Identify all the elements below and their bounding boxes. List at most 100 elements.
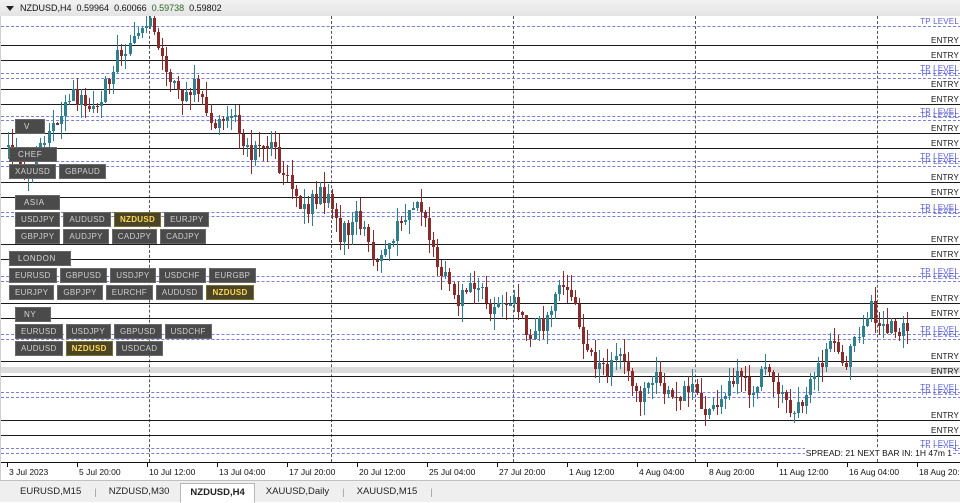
entry-level-label: ENTRY — [931, 250, 959, 259]
entry-level-line — [1, 197, 960, 198]
tp-level-label: TP LEVEL — [920, 272, 959, 281]
tab-separator: | — [94, 487, 97, 498]
session-pair-row: EURJPY GBPJPY EURCHF AUDUSD NZDUSD — [9, 285, 256, 300]
tp-level-line — [1, 161, 960, 162]
tp-level-line — [1, 448, 960, 449]
chart-area[interactable]: V CHEF XAUUSD GBPAUD ASIA USDJPY AUDUSD NZDUSD E… — [0, 16, 960, 480]
pair-pill-xauusd[interactable]: XAUUSD — [9, 164, 57, 179]
session-group-chef: CHEF XAUUSD GBPAUD — [9, 144, 107, 179]
time-axis-label: 1 Aug 12:00 — [569, 467, 615, 477]
session-group-V: V — [15, 116, 45, 134]
ohlc-low: 0.59738 — [151, 3, 185, 13]
time-axis-tick — [287, 463, 288, 467]
pair-pill-eurjpy[interactable]: EURJPY — [9, 285, 55, 300]
chevron-down-icon[interactable] — [6, 5, 14, 11]
pair-pill-audusd[interactable]: AUDUSD — [15, 341, 63, 356]
pair-pill-eurjpy[interactable]: EURJPY — [164, 212, 210, 227]
time-axis-tick — [357, 463, 358, 467]
time-axis-label: 27 Jul 20:00 — [499, 467, 546, 477]
time-axis-label: 25 Jul 04:00 — [429, 467, 476, 477]
time-axis-label: 4 Aug 04:00 — [639, 467, 685, 477]
time-axis-label: 18 Aug 20:00 — [919, 467, 960, 477]
time-axis-tick — [777, 463, 778, 467]
entry-level-label: ENTRY — [931, 426, 959, 435]
price-plot[interactable]: V CHEF XAUUSD GBPAUD ASIA USDJPY AUDUSD NZDUSD E… — [1, 16, 960, 462]
tp-level-label: TP LEVEL — [920, 152, 959, 161]
time-axis-label: 10 Jul 12:00 — [149, 467, 196, 477]
pair-pill-usdcad[interactable]: USDCAD — [115, 341, 164, 356]
entry-level-label: ENTRY — [931, 367, 959, 376]
tp-level-label: TP LEVEL — [920, 64, 959, 73]
pair-pill-usdjpy[interactable]: USDJPY — [110, 268, 156, 283]
pair-pill-nzdusd[interactable]: NZDUSD — [113, 212, 162, 227]
pair-pill-usdchf[interactable]: USDCHF — [164, 324, 212, 339]
ohlc-close: 0.59802 — [189, 3, 222, 13]
session-group-asia: ASIA USDJPY AUDUSD NZDUSD EURJPY GBPJPY AUDJPY… — [15, 192, 210, 244]
pair-pill-eurusd[interactable]: EURUSD — [15, 324, 63, 339]
time-axis-label: 5 Jul 20:00 — [79, 467, 121, 477]
session-header: ASIA — [15, 195, 60, 210]
tp-level-label: TP LEVEL — [920, 111, 959, 120]
vertical-gridline — [877, 16, 878, 462]
entry-level-label: ENTRY — [931, 352, 959, 361]
chart-tab-xauusd-daily[interactable]: XAUUSD,Daily — [265, 486, 330, 497]
tab-separator: | — [430, 487, 433, 498]
pair-pill-gbpjpy[interactable]: GBPJPY — [57, 285, 103, 300]
tp-level-line — [1, 392, 960, 393]
entry-level-label: ENTRY — [931, 95, 959, 104]
time-axis-label: 3 Jul 2023 — [9, 467, 49, 477]
vertical-gridline — [331, 16, 332, 462]
tp-level-line — [1, 281, 960, 282]
current-price-band — [1, 367, 960, 373]
ohlc-high: 0.60066 — [114, 3, 147, 13]
pair-pill-audjpy[interactable]: AUDJPY — [63, 229, 109, 244]
session-pair-row: EURUSD USDJPY GBPUSD USDCHF — [15, 324, 212, 339]
time-axis-tick — [427, 463, 428, 467]
entry-level-line — [1, 435, 960, 436]
pair-pill-audusd[interactable]: AUDUSD — [63, 212, 111, 227]
pair-pill-eurusd[interactable]: EURUSD — [9, 268, 57, 283]
entry-level-label: ENTRY — [931, 36, 959, 45]
tp-level-label: TP LEVEL — [920, 383, 959, 392]
tp-level-label: TP LEVEL — [920, 325, 959, 334]
tp-level-line — [1, 120, 960, 121]
entry-level-line — [1, 259, 960, 260]
chart-tab-eurusd-m15[interactable]: EURUSD,M15 — [20, 486, 82, 497]
pair-pill-eurgbp[interactable]: EURGBP — [208, 268, 257, 283]
entry-level-line — [1, 303, 960, 304]
chart-tab-xauusd-m15[interactable]: XAUUSD,M15 — [356, 486, 418, 497]
pair-pill-gbpjpy[interactable]: GBPJPY — [15, 229, 61, 244]
pair-pill-nzdusd[interactable]: NZDUSD — [65, 341, 113, 356]
tp-level-line — [1, 78, 960, 79]
pair-pill-cadjpy[interactable]: CADJPY — [111, 229, 158, 244]
entry-level-line — [1, 89, 960, 90]
pair-pill-usdchf[interactable]: USDCHF — [158, 268, 206, 283]
pair-pill-nzdusd[interactable]: NZDUSD — [206, 285, 254, 300]
pair-pill-gbpusd[interactable]: GBPUSD — [113, 324, 162, 339]
entry-level-line — [1, 376, 960, 377]
time-axis-label: 16 Aug 04:00 — [849, 467, 900, 477]
entry-level-label: ENTRY — [931, 173, 959, 182]
pair-pill-audusd[interactable]: AUDUSD — [155, 285, 204, 300]
entry-level-label: ENTRY — [931, 294, 959, 303]
time-axis-tick — [917, 463, 918, 467]
tp-level-line — [1, 453, 960, 454]
tp-level-label: TP LEVEL — [920, 157, 959, 166]
entry-level-line — [1, 60, 960, 61]
status-spread-timer: SPREAD: 21 NEXT BAR IN: 1H 47m 1 — [804, 448, 953, 458]
pair-pill-usdjpy[interactable]: USDJPY — [15, 212, 61, 227]
ohlc-open: 0.59964 — [76, 3, 110, 13]
pair-pill-eurchf[interactable]: EURCHF — [105, 285, 153, 300]
pair-pill-gbpusd[interactable]: GBPUSD — [59, 268, 108, 283]
symbol-timeframe-label: NZDUSD,H4 — [20, 3, 72, 13]
tp-level-label: TP LEVEL — [920, 69, 959, 78]
tp-level-line — [1, 116, 960, 117]
chart-tab-nzdusd-h4[interactable]: NZDUSD,H4 — [180, 483, 255, 503]
pair-pill-cadjpy[interactable]: CADJPY — [160, 229, 206, 244]
pair-pill-usdjpy[interactable]: USDJPY — [65, 324, 111, 339]
pair-pill-gbpaud[interactable]: GBPAUD — [59, 164, 107, 179]
chart-tab-bar[interactable]: EURUSD,M15 | NZDUSD,M30 NZDUSD,H4 XAUUSD,Dai… — [0, 480, 960, 503]
tp-level-label: TP LEVEL — [920, 388, 959, 397]
chart-tab-nzdusd-m30[interactable]: NZDUSD,M30 — [108, 486, 170, 497]
